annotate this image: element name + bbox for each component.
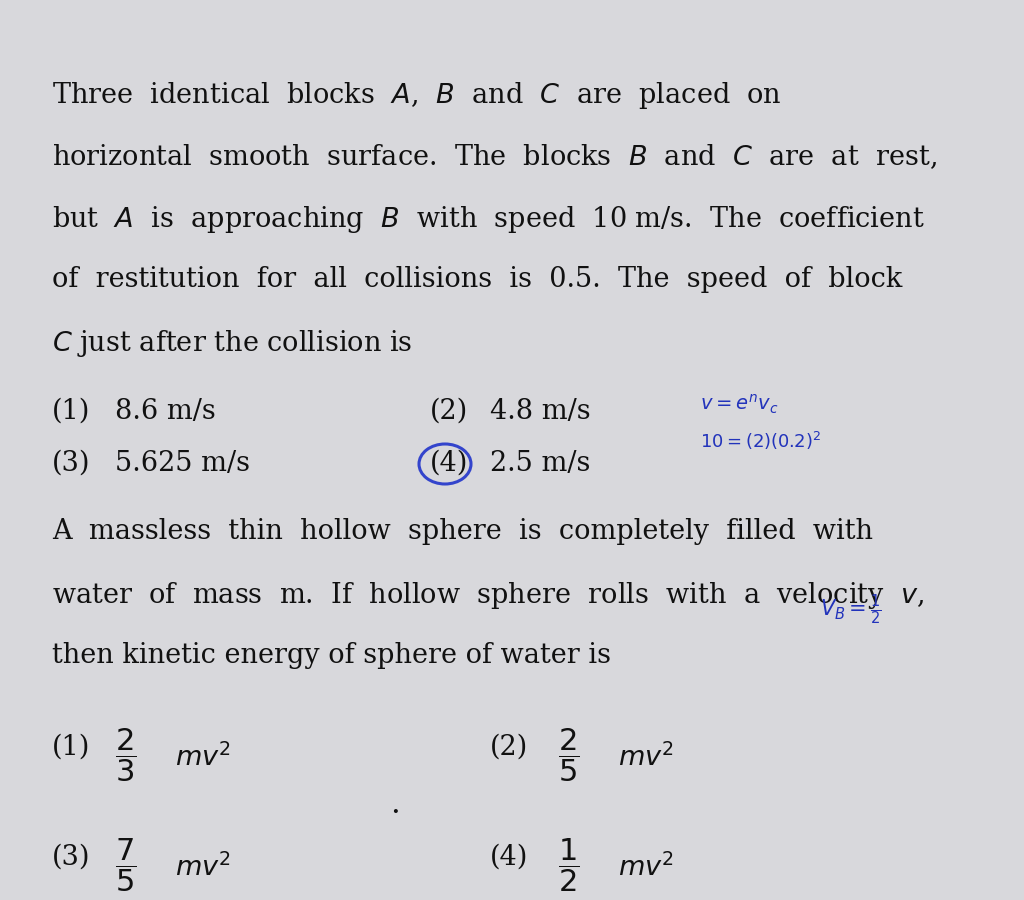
Text: (3): (3) bbox=[52, 844, 90, 871]
Text: $mv^2$: $mv^2$ bbox=[618, 744, 674, 772]
Text: 5.625 m/s: 5.625 m/s bbox=[115, 450, 250, 477]
Text: water  of  mass  m.  If  hollow  sphere  rolls  with  a  velocity  $v$,: water of mass m. If hollow sphere rolls … bbox=[52, 580, 924, 611]
Text: $\dfrac{2}{3}$: $\dfrac{2}{3}$ bbox=[115, 726, 136, 784]
Text: .: . bbox=[390, 789, 399, 820]
Text: horizontal  smooth  surface.  The  blocks  $B$  and  $C$  are  at  rest,: horizontal smooth surface. The blocks $B… bbox=[52, 142, 937, 171]
Text: $V_B = \frac{1}{2}$: $V_B = \frac{1}{2}$ bbox=[820, 592, 882, 627]
Text: $C$ just after the collision is: $C$ just after the collision is bbox=[52, 328, 413, 359]
Text: $\dfrac{2}{5}$: $\dfrac{2}{5}$ bbox=[558, 726, 580, 784]
Text: 4.8 m/s: 4.8 m/s bbox=[490, 398, 591, 425]
Text: $v = e^n v_c$: $v = e^n v_c$ bbox=[700, 393, 778, 417]
Text: (3): (3) bbox=[52, 450, 90, 477]
Text: (1): (1) bbox=[52, 734, 90, 761]
Text: 8.6 m/s: 8.6 m/s bbox=[115, 398, 216, 425]
Text: A  massless  thin  hollow  sphere  is  completely  filled  with: A massless thin hollow sphere is complet… bbox=[52, 518, 873, 545]
Text: but  $A$  is  approaching  $B$  with  speed  10 m/s.  The  coefficient: but $A$ is approaching $B$ with speed 10… bbox=[52, 204, 925, 235]
Text: $\dfrac{7}{5}$: $\dfrac{7}{5}$ bbox=[115, 836, 136, 894]
Text: $mv^2$: $mv^2$ bbox=[618, 854, 674, 883]
Text: (4): (4) bbox=[490, 844, 528, 871]
Text: (4): (4) bbox=[430, 450, 468, 477]
Text: Three  identical  blocks  $A$,  $B$  and  $C$  are  placed  on: Three identical blocks $A$, $B$ and $C$ … bbox=[52, 80, 781, 111]
Text: $10 = (2)(0.2)^2$: $10 = (2)(0.2)^2$ bbox=[700, 430, 821, 452]
Text: (2): (2) bbox=[490, 734, 528, 761]
Text: then kinetic energy of sphere of water is: then kinetic energy of sphere of water i… bbox=[52, 642, 611, 669]
Text: (1): (1) bbox=[52, 398, 90, 425]
Text: 2.5 m/s: 2.5 m/s bbox=[490, 450, 591, 477]
Text: $mv^2$: $mv^2$ bbox=[175, 854, 230, 883]
Text: of  restitution  for  all  collisions  is  0.5.  The  speed  of  block: of restitution for all collisions is 0.5… bbox=[52, 266, 902, 293]
Text: $\dfrac{1}{2}$: $\dfrac{1}{2}$ bbox=[558, 836, 580, 894]
Text: $mv^2$: $mv^2$ bbox=[175, 744, 230, 772]
Text: (2): (2) bbox=[430, 398, 468, 425]
